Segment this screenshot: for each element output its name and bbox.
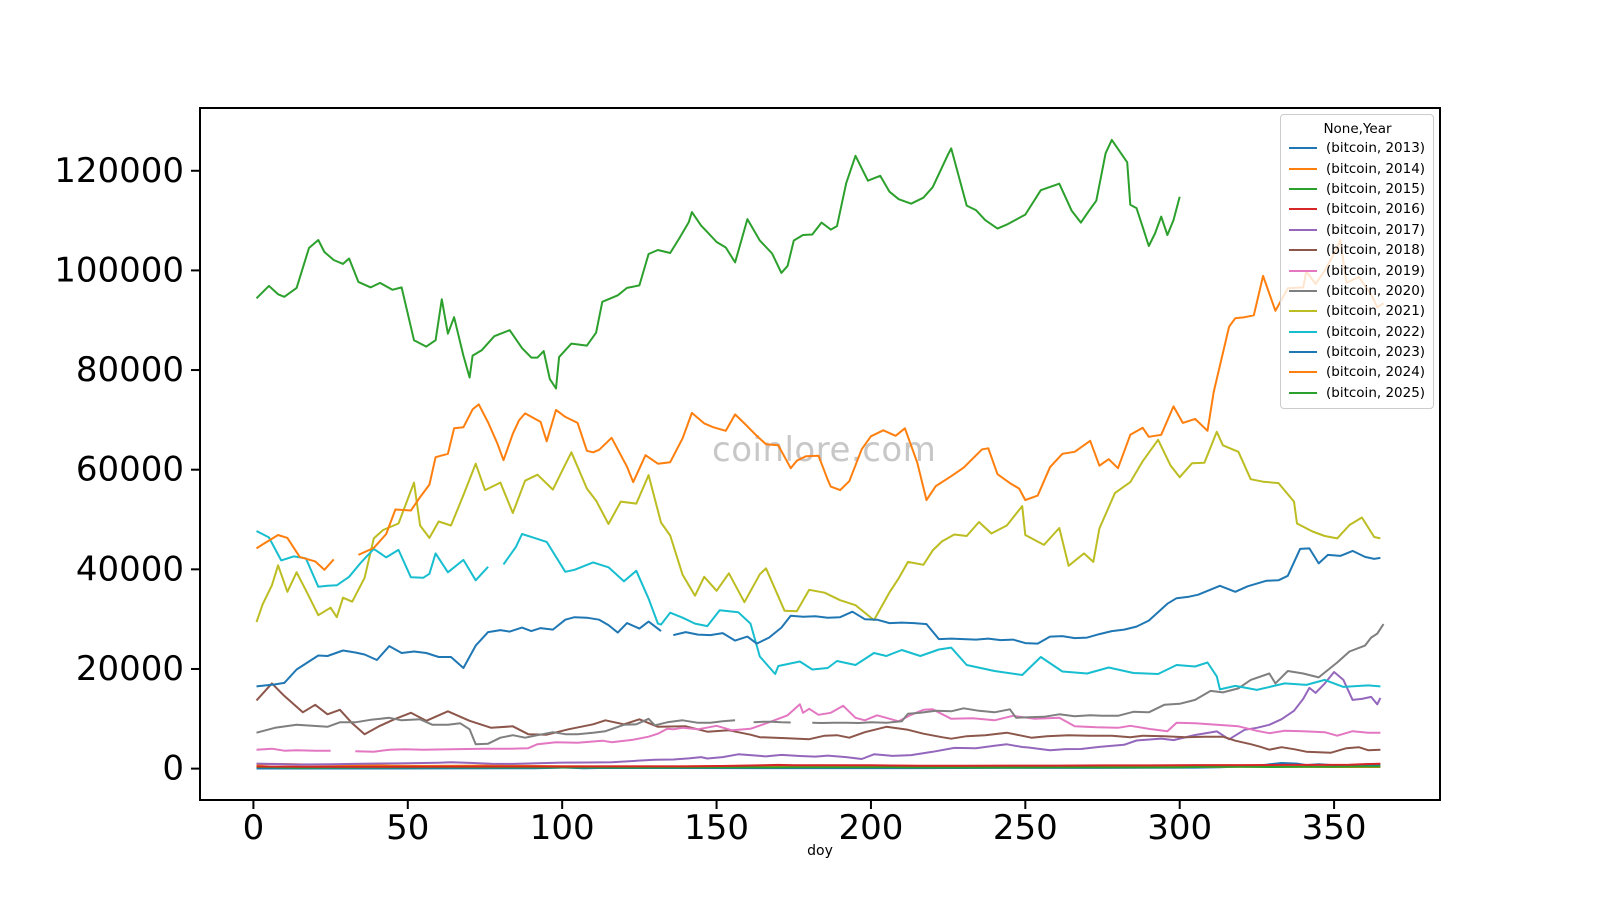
y-tick-label: 120000 xyxy=(54,151,184,191)
series-line-bitcoin-2017 xyxy=(256,671,1382,766)
y-tick-label: 100000 xyxy=(54,250,184,290)
legend-entry-bitcoin-2022: (bitcoin, 2022) xyxy=(1289,322,1426,342)
legend-entry-bitcoin-2017: (bitcoin, 2017) xyxy=(1289,220,1426,240)
legend-entry-bitcoin-2023: (bitcoin, 2023) xyxy=(1289,342,1426,362)
y-tick-label: 20000 xyxy=(76,649,184,689)
legend-entry-label: (bitcoin, 2018) xyxy=(1326,242,1426,259)
legend-entry-bitcoin-2024: (bitcoin, 2024) xyxy=(1289,362,1426,382)
x-tick-label: 350 xyxy=(1302,808,1367,848)
legend-entry-bitcoin-2019: (bitcoin, 2019) xyxy=(1289,260,1426,280)
series-line-bitcoin-2019 xyxy=(256,703,1381,753)
y-tick-label: 40000 xyxy=(76,549,184,589)
legend-entry-bitcoin-2015: (bitcoin, 2015) xyxy=(1289,179,1426,199)
series-line-bitcoin-2018 xyxy=(255,682,1381,754)
series-line-bitcoin-2023 xyxy=(256,547,1381,688)
legend-entry-bitcoin-2013: (bitcoin, 2013) xyxy=(1289,138,1426,158)
x-tick-label: 250 xyxy=(993,808,1058,848)
x-tick-label: 50 xyxy=(386,808,429,848)
x-tick-label: 200 xyxy=(838,808,903,848)
x-axis-label: doy xyxy=(807,843,833,859)
legend-entry-label: (bitcoin, 2022) xyxy=(1326,323,1426,340)
legend-line-sample xyxy=(1289,391,1317,394)
legend-entry-label: (bitcoin, 2014) xyxy=(1326,160,1426,177)
legend-rows: (bitcoin, 2013) (bitcoin, 2014) (bitcoin, … xyxy=(1289,138,1426,403)
plot-border xyxy=(199,107,1441,801)
series-line-bitcoin-2025 xyxy=(255,138,1181,390)
legend-line-sample xyxy=(1289,330,1317,333)
x-tick-label: 0 xyxy=(243,808,265,848)
legend-line-sample xyxy=(1289,289,1317,292)
watermark-text: coinlore.com xyxy=(712,430,937,470)
legend-entry-label: (bitcoin, 2021) xyxy=(1326,303,1426,320)
legend-line-sample xyxy=(1289,249,1317,252)
legend-line-sample xyxy=(1289,147,1317,150)
y-tick-label: 0 xyxy=(162,749,184,789)
legend-entry-label: (bitcoin, 2015) xyxy=(1326,180,1426,197)
legend-entry-bitcoin-2014: (bitcoin, 2014) xyxy=(1289,158,1426,178)
legend-entry-label: (bitcoin, 2023) xyxy=(1326,344,1426,361)
legend-entry-label: (bitcoin, 2017) xyxy=(1326,221,1426,238)
legend-entry-label: (bitcoin, 2020) xyxy=(1326,282,1426,299)
y-tick-label: 60000 xyxy=(76,450,184,490)
legend-entry-bitcoin-2020: (bitcoin, 2020) xyxy=(1289,281,1426,301)
x-tick-label: 100 xyxy=(530,808,595,848)
legend-line-sample xyxy=(1289,371,1317,374)
x-tick-label: 150 xyxy=(684,808,749,848)
series-line-bitcoin-2016 xyxy=(256,762,1381,768)
legend-entry-bitcoin-2021: (bitcoin, 2021) xyxy=(1289,301,1426,321)
legend-entry-label: (bitcoin, 2025) xyxy=(1326,384,1426,401)
y-tick-label: 80000 xyxy=(76,350,184,390)
legend-entry-bitcoin-2025: (bitcoin, 2025) xyxy=(1289,383,1426,403)
series-line-bitcoin-2022 xyxy=(256,530,1381,691)
legend-entry-label: (bitcoin, 2019) xyxy=(1326,262,1426,279)
legend-line-sample xyxy=(1289,310,1317,313)
legend-entry-label: (bitcoin, 2013) xyxy=(1326,140,1426,157)
series-line-bitcoin-2024 xyxy=(255,239,1385,571)
legend-entry-label: (bitcoin, 2016) xyxy=(1326,201,1426,218)
legend-line-sample xyxy=(1289,167,1317,170)
legend-entry-bitcoin-2016: (bitcoin, 2016) xyxy=(1289,199,1426,219)
legend-line-sample xyxy=(1289,228,1317,231)
legend-line-sample xyxy=(1289,269,1317,272)
legend-entry-bitcoin-2018: (bitcoin, 2018) xyxy=(1289,240,1426,260)
series-line-bitcoin-2020 xyxy=(256,623,1385,746)
legend-entry-label: (bitcoin, 2024) xyxy=(1326,364,1426,381)
legend-line-sample xyxy=(1289,187,1317,190)
series-line-bitcoin-2021 xyxy=(255,430,1381,623)
x-tick-label: 300 xyxy=(1147,808,1212,848)
legend-title: None,Year xyxy=(1323,121,1392,137)
legend-line-sample xyxy=(1289,351,1317,354)
legend-box: None,Year (bitcoin, 2013) (bitcoin, 2014)… xyxy=(1280,114,1434,410)
legend-line-sample xyxy=(1289,208,1317,211)
